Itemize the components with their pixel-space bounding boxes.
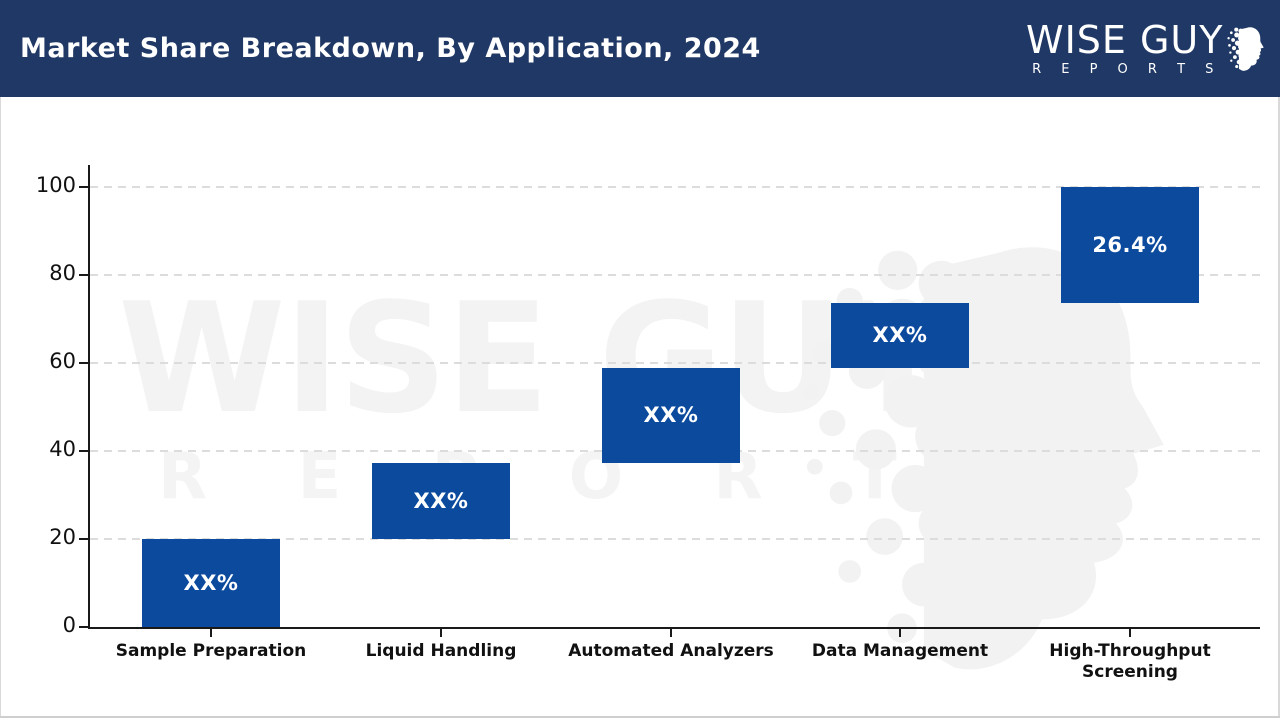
- brand-face-icon: [1227, 26, 1265, 71]
- x-axis: [88, 627, 1260, 629]
- y-tick-mark: [79, 538, 88, 540]
- brand-name: WISE GUY: [1026, 18, 1224, 62]
- bar-1: XX%: [372, 462, 510, 539]
- bar-value-label: XX%: [183, 571, 239, 595]
- header-banner: Market Share Breakdown, By Application, …: [0, 0, 1280, 97]
- x-tick-mark: [210, 629, 212, 637]
- brand-logo: WISE GUY R E P O R T S: [1026, 6, 1266, 91]
- bar-2: XX%: [602, 367, 740, 463]
- y-tick-label: 100: [35, 173, 76, 197]
- page-title: Market Share Breakdown, By Application, …: [20, 33, 761, 64]
- y-tick-mark: [79, 450, 88, 452]
- y-tick-mark: [79, 626, 88, 628]
- x-tick-mark: [899, 629, 901, 637]
- gridline-100: [90, 186, 1260, 188]
- bar-value-label: XX%: [872, 323, 928, 348]
- y-axis: [88, 165, 90, 629]
- frame-border-bottom: [0, 716, 1280, 718]
- y-tick-label: 40: [49, 437, 76, 461]
- y-tick-label: 60: [49, 349, 76, 373]
- brand-logo-text: WISE GUY R E P O R T S: [1026, 20, 1223, 77]
- category-label-1: Liquid Handling: [365, 641, 517, 661]
- category-label-2: Automated Analyzers: [568, 641, 774, 661]
- bar-4: 26.4%: [1061, 187, 1199, 304]
- gridline-60: [90, 362, 1260, 364]
- x-tick-mark: [440, 629, 442, 637]
- gridline-20: [90, 538, 1260, 540]
- x-tick-mark: [1129, 629, 1131, 637]
- category-label-4: High-Throughput Screening: [1049, 641, 1211, 682]
- y-tick-mark: [79, 274, 88, 276]
- y-tick-label: 80: [49, 261, 76, 285]
- bar-value-label: 26.4%: [1092, 233, 1168, 258]
- frame-border-right: [1278, 97, 1280, 717]
- x-tick-mark: [670, 629, 672, 637]
- gridline-80: [90, 274, 1260, 276]
- y-tick-mark: [79, 186, 88, 188]
- bar-value-label: XX%: [413, 488, 469, 513]
- y-tick-label: 0: [62, 613, 76, 637]
- bar-0: XX%: [142, 539, 280, 627]
- y-tick-mark: [79, 362, 88, 364]
- category-label-3: Data Management: [811, 641, 989, 661]
- bar-value-label: XX%: [643, 403, 699, 428]
- bar-3: XX%: [831, 303, 969, 368]
- brand-subtitle: R E P O R T S: [1032, 62, 1222, 77]
- category-label-0: Sample Preparation: [115, 641, 307, 661]
- frame-border-left: [0, 97, 1, 717]
- y-tick-label: 20: [49, 525, 76, 549]
